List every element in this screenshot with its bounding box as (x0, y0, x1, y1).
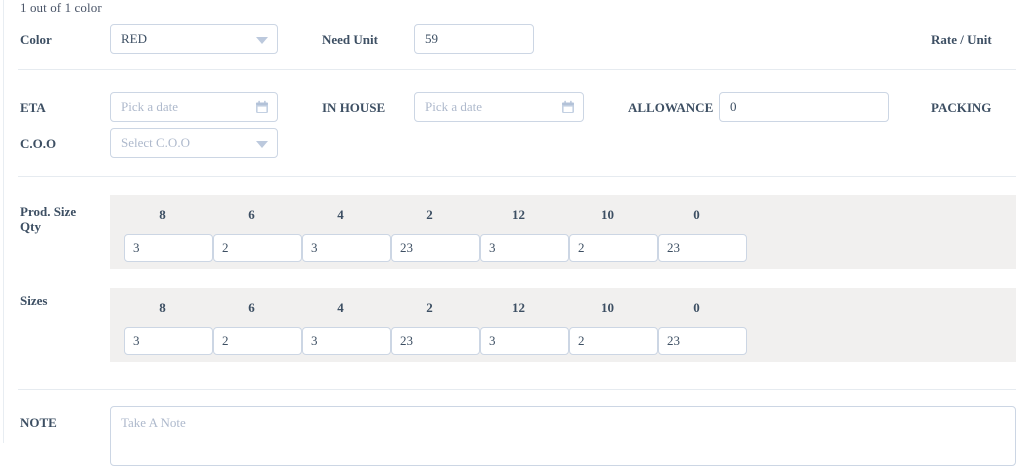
prod-size-qty-label: Prod. Size Qty (20, 204, 76, 234)
in-house-label: IN HOUSE (322, 100, 386, 115)
sizes-label: Sizes (20, 293, 47, 308)
size-qty-input[interactable] (658, 234, 747, 262)
sizes-input[interactable] (391, 327, 480, 355)
size-qty-input[interactable] (569, 234, 658, 262)
size-header: 12 (512, 300, 525, 315)
divider-bottom (18, 389, 1016, 390)
size-header: 2 (426, 300, 433, 315)
coo-select-placeholder: Select C.O.O (121, 135, 190, 150)
divider-top (18, 69, 1016, 70)
size-qty-input[interactable] (124, 234, 213, 262)
calendar-icon (256, 100, 268, 113)
color-select-value: RED (121, 31, 147, 46)
left-edge-rail (3, 0, 4, 443)
size-qty-input[interactable] (213, 234, 302, 262)
prod-size-qty-panel: 8 6 4 2 12 10 0 (110, 195, 1016, 269)
eta-label: ETA (20, 100, 46, 115)
calendar-icon (562, 100, 574, 113)
packing-label: PACKING (931, 100, 992, 115)
size-qty-input[interactable] (302, 234, 391, 262)
size-header: 6 (248, 300, 255, 315)
eta-date-placeholder: Pick a date (121, 99, 179, 114)
size-header: 10 (601, 207, 614, 222)
size-qty-input[interactable] (480, 234, 569, 262)
size-header: 0 (693, 300, 700, 315)
chevron-down-icon (256, 37, 268, 44)
divider-middle (18, 176, 1016, 177)
sizes-input[interactable] (302, 327, 391, 355)
sizes-input[interactable] (213, 327, 302, 355)
in-house-date-picker[interactable]: Pick a date (414, 92, 584, 122)
size-header: 12 (512, 207, 525, 222)
size-header: 6 (248, 207, 255, 222)
sizes-panel: 8 6 4 2 12 10 0 (110, 288, 1016, 362)
sizes-input[interactable] (124, 327, 213, 355)
color-detail-form: 1 out of 1 color Color RED Need Unit Rat… (18, 0, 1016, 466)
coo-select[interactable]: Select C.O.O (110, 128, 278, 158)
size-qty-input[interactable] (391, 234, 480, 262)
size-header: 4 (337, 207, 344, 222)
sizes-label-line1: Sizes (20, 293, 48, 308)
sizes-input[interactable] (658, 327, 747, 355)
prod-size-qty-label-line1: Prod. Size (20, 204, 77, 219)
note-textarea[interactable] (110, 406, 1016, 466)
size-header: 4 (337, 300, 344, 315)
in-house-date-placeholder: Pick a date (425, 99, 483, 114)
sizes-input[interactable] (569, 327, 658, 355)
color-select[interactable]: RED (110, 24, 278, 54)
need-unit-input[interactable] (414, 24, 534, 54)
size-header: 10 (601, 300, 614, 315)
sizes-input[interactable] (480, 327, 569, 355)
size-header: 2 (426, 207, 433, 222)
chevron-down-icon (256, 141, 268, 148)
size-header: 0 (693, 207, 700, 222)
size-header: 8 (159, 207, 166, 222)
allowance-label: ALLOWANCE (628, 100, 714, 115)
color-count-text: 1 out of 1 color (20, 0, 102, 15)
note-label: NOTE (20, 415, 57, 430)
prod-size-qty-label-line2: Qty (20, 219, 41, 234)
size-header: 8 (159, 300, 166, 315)
color-label: Color (20, 32, 52, 47)
eta-date-picker[interactable]: Pick a date (110, 92, 278, 122)
rate-unit-label: Rate / Unit (931, 32, 992, 47)
allowance-input[interactable] (719, 92, 889, 122)
coo-label: C.O.O (20, 136, 57, 151)
need-unit-label: Need Unit (322, 32, 378, 47)
